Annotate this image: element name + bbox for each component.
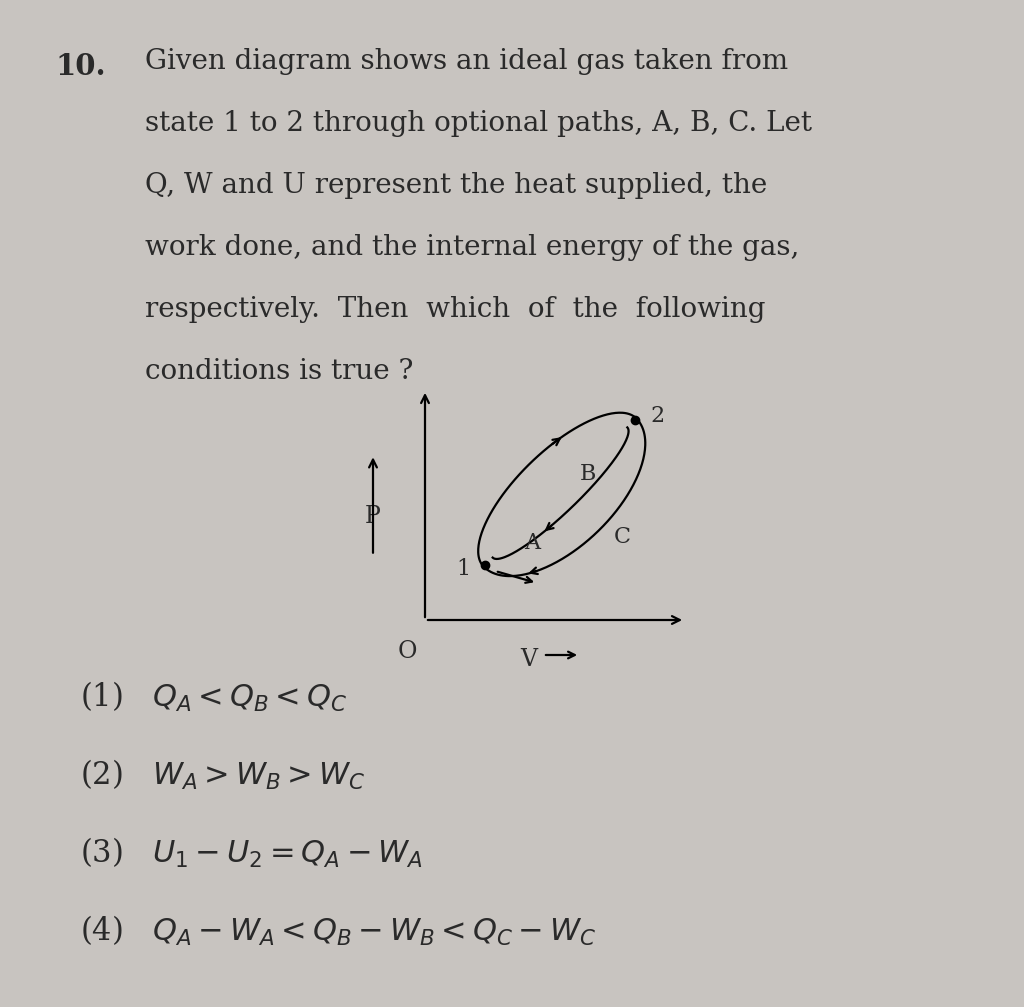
- Text: state 1 to 2 through optional paths, A, B, C. Let: state 1 to 2 through optional paths, A, …: [145, 110, 812, 137]
- Text: Q, W and U represent the heat supplied, the: Q, W and U represent the heat supplied, …: [145, 172, 767, 199]
- Text: 2: 2: [650, 405, 664, 427]
- Text: respectively.  Then  which  of  the  following: respectively. Then which of the followin…: [145, 296, 766, 323]
- Text: V: V: [520, 648, 537, 671]
- Text: (4)   $Q_A - W_A < Q_B - W_B < Q_C - W_C$: (4) $Q_A - W_A < Q_B - W_B < Q_C - W_C$: [80, 914, 597, 949]
- Text: 1: 1: [456, 558, 470, 580]
- Text: (1)   $Q_A < Q_B < Q_C$: (1) $Q_A < Q_B < Q_C$: [80, 680, 347, 714]
- Text: work done, and the internal energy of the gas,: work done, and the internal energy of th…: [145, 234, 800, 261]
- Text: (2)   $W_A > W_B > W_C$: (2) $W_A > W_B > W_C$: [80, 758, 366, 793]
- Text: P: P: [366, 505, 381, 528]
- Text: conditions is true ?: conditions is true ?: [145, 358, 414, 385]
- Text: C: C: [613, 527, 631, 549]
- Text: B: B: [580, 463, 596, 485]
- Text: 10.: 10.: [55, 52, 105, 81]
- Text: Given diagram shows an ideal gas taken from: Given diagram shows an ideal gas taken f…: [145, 48, 788, 75]
- Text: O: O: [397, 640, 417, 663]
- Text: (3)   $U_1 - U_2 = Q_A - W_A$: (3) $U_1 - U_2 = Q_A - W_A$: [80, 836, 423, 870]
- Text: A: A: [524, 532, 540, 554]
